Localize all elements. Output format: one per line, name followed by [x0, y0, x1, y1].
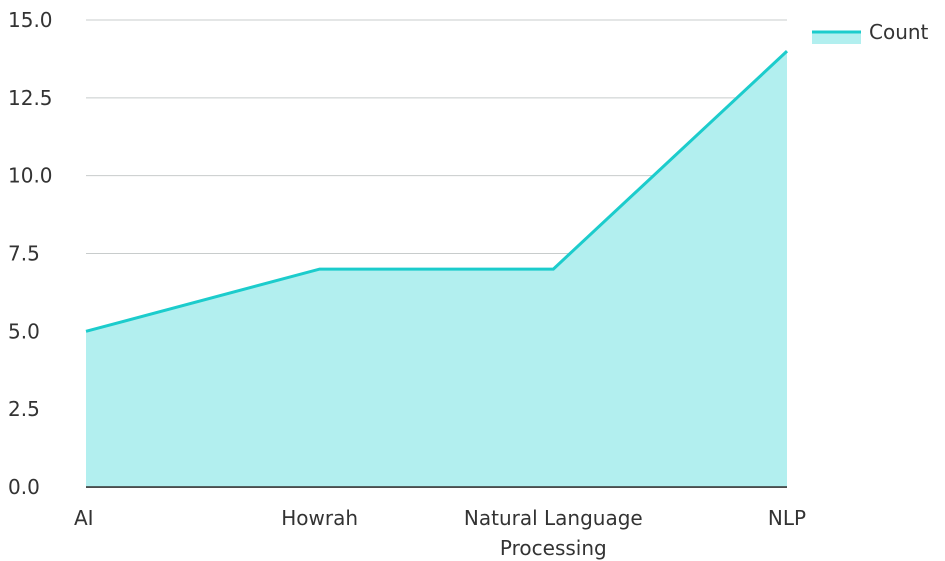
x-tick-label: NLP: [768, 506, 806, 530]
x-tick-label-line: Howrah: [281, 506, 358, 530]
y-tick-label: 15.0: [8, 8, 53, 32]
x-tick-label: AI: [74, 506, 94, 530]
legend-label-count: Count: [869, 20, 929, 44]
x-tick-label: Natural Language Processing: [464, 506, 643, 560]
x-tick-label-line: Processing: [500, 536, 607, 560]
y-tick-label: 0.0: [8, 475, 40, 499]
legend-swatch-fill: [812, 32, 861, 44]
series-area: [85, 50, 789, 488]
y-axis: 0.0 2.5 5.0 7.5 10.0 12.5 15.0: [8, 8, 53, 499]
y-tick-label: 10.0: [8, 164, 53, 188]
legend: Count: [812, 20, 929, 44]
x-tick-label-line: NLP: [768, 506, 806, 530]
x-tick-label: Howrah: [281, 506, 358, 530]
y-tick-label: 2.5: [8, 397, 40, 421]
x-tick-label-line: AI: [74, 506, 94, 530]
y-tick-label: 12.5: [8, 86, 53, 110]
y-tick-label: 5.0: [8, 319, 40, 343]
y-tick-label: 7.5: [8, 242, 40, 266]
x-axis: AI Howrah Natural Language Processing NLP: [74, 506, 806, 560]
x-tick-label-line: Natural Language: [464, 506, 643, 530]
series-line-count: [85, 50, 789, 333]
